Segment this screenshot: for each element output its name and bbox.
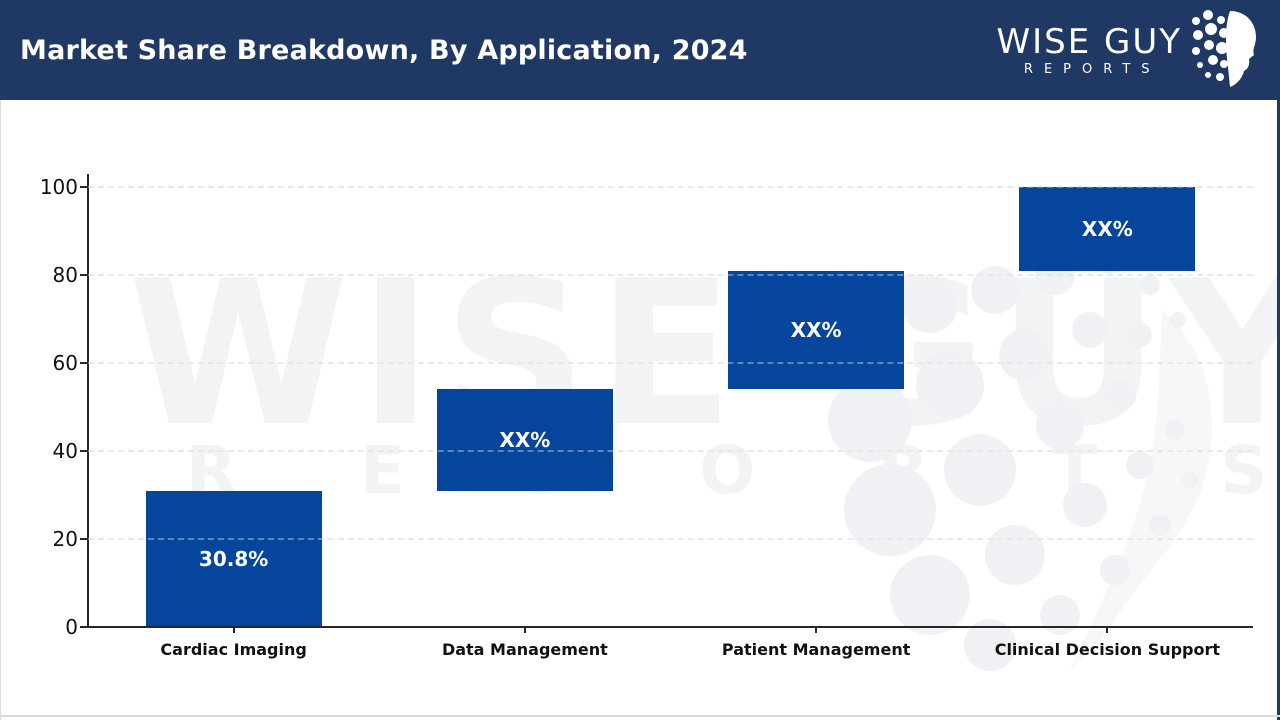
brand-name: WISE GUY: [996, 21, 1182, 62]
y-tick: [80, 362, 88, 364]
gridline: [88, 538, 1253, 540]
y-tick: [80, 186, 88, 188]
brand-logo-text: WISE GUY REPORTS: [996, 25, 1182, 76]
y-tick-label: 80: [52, 263, 78, 287]
y-tick: [80, 626, 88, 628]
y-tick: [80, 274, 88, 276]
y-tick-label: 20: [52, 527, 78, 551]
left-border: [0, 100, 1, 720]
gridline-overlay: [88, 362, 1253, 364]
x-tick: [523, 627, 526, 633]
x-tick: [815, 627, 818, 633]
bar-value-label: XX%: [499, 428, 551, 453]
y-tick: [80, 450, 88, 452]
bar-value-label: XX%: [1081, 216, 1133, 241]
gridline-overlay: [88, 450, 1253, 452]
right-border: [1277, 0, 1280, 720]
bar-segment: [1019, 187, 1196, 271]
bar-segment: [728, 270, 905, 389]
y-axis-spine: [87, 173, 89, 628]
gridline: [88, 362, 1253, 364]
gridline-overlay: [88, 274, 1253, 276]
bar-value-label: 30.8%: [198, 547, 269, 572]
bar-value-label: XX%: [790, 317, 842, 342]
x-category-label: Cardiac Imaging: [160, 640, 307, 659]
x-tick: [232, 627, 235, 633]
gridline-overlay: [88, 538, 1253, 540]
brand-head-icon: [1192, 10, 1256, 87]
y-tick-label: 60: [52, 351, 78, 375]
y-tick-label: 0: [65, 615, 78, 639]
gridline: [88, 274, 1253, 276]
header: Market Share Breakdown, By Application, …: [0, 0, 1280, 100]
gridline: [88, 186, 1253, 188]
y-tick-label: 40: [52, 439, 78, 463]
brand-subtitle: REPORTS: [1023, 61, 1161, 77]
y-tick-label: 100: [39, 175, 78, 199]
watermark-wordmark: WISE GUY: [128, 238, 1280, 471]
gridline-overlay: [88, 186, 1253, 188]
x-axis-spine: [87, 626, 1253, 628]
y-tick: [80, 538, 88, 540]
bar-segment: [145, 491, 322, 627]
watermark-head-icon: [810, 246, 1212, 671]
x-tick: [1106, 627, 1109, 633]
chart-area: WISE GUY R E P O R T S 0 20 40 60 80 100 30.8%…: [0, 100, 1280, 720]
brand-logo: WISE GUY REPORTS: [996, 7, 1260, 93]
bottom-border: [0, 715, 1280, 717]
bar-segment: [436, 388, 613, 492]
x-category-label: Data Management: [441, 640, 608, 659]
chart-title: Market Share Breakdown, By Application, …: [20, 34, 748, 66]
x-category-label: Patient Management: [721, 640, 911, 659]
gridline: [88, 450, 1253, 452]
x-category-label: Clinical Decision Support: [994, 640, 1221, 659]
